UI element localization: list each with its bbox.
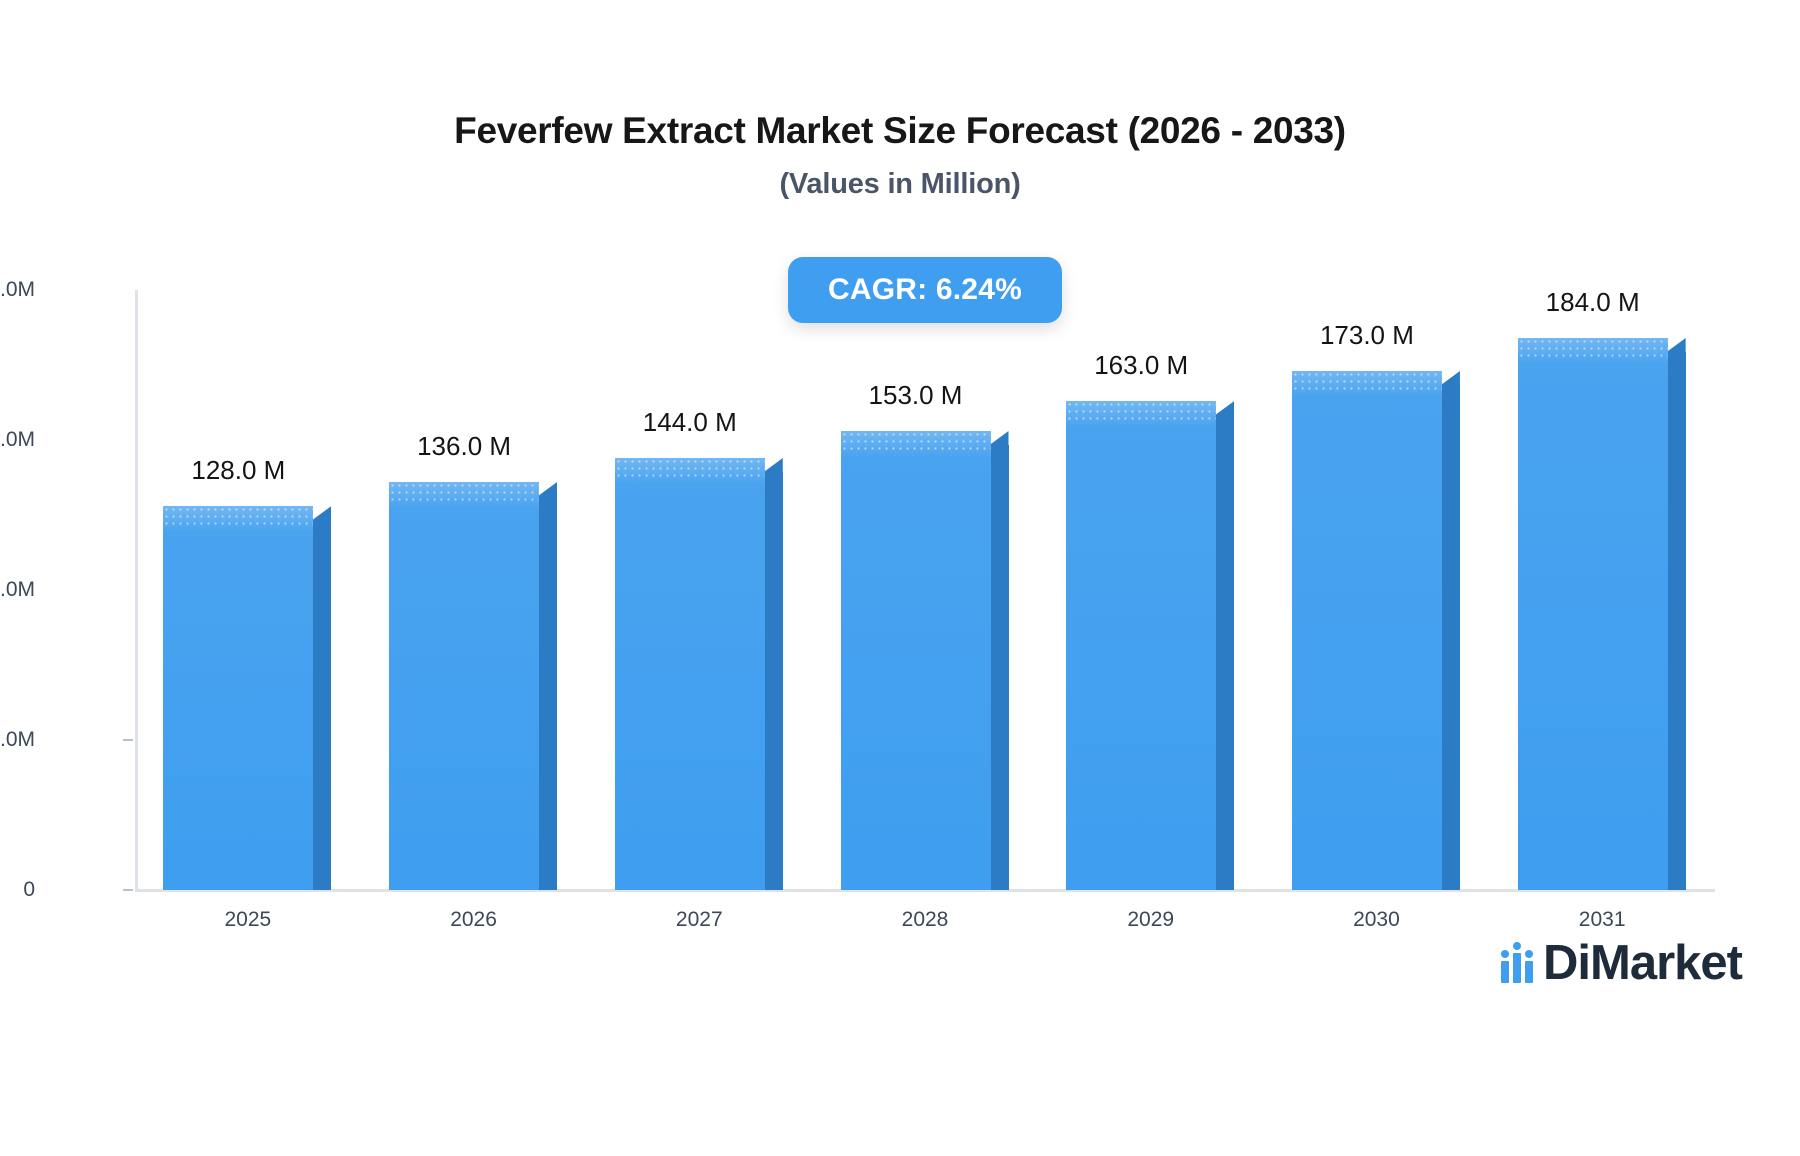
cagr-badge: CAGR: 6.24% (788, 257, 1062, 323)
bar-value-label: 173.0 M (1319, 320, 1414, 350)
bar-2031[interactable]: 184.0 M (1517, 287, 1686, 890)
bar-2027[interactable]: 144.0 M (614, 407, 783, 890)
y-axis-tick-label: 100.0M (0, 578, 35, 601)
bar-front-face (614, 458, 765, 890)
y-axis-tick-mark (123, 889, 133, 891)
y-axis-tick-label: 50.0M (0, 728, 35, 751)
bar-top-bevel (1666, 338, 1686, 352)
bar-front-face (163, 506, 314, 890)
x-axis-labels: 2025 2026 2027 2028 2029 2030 2031 (135, 908, 1715, 948)
bar-front-face (1066, 401, 1217, 890)
bar-side-face (538, 496, 558, 890)
bar-value-label: 144.0 M (642, 407, 737, 437)
bar-top-bevel (1215, 401, 1235, 415)
x-axis-label-2030: 2030 (1353, 908, 1400, 931)
x-axis-label-2028: 2028 (901, 908, 949, 931)
bar-top-bevel (538, 482, 558, 496)
bar-top-bevel (989, 431, 1009, 445)
bar-value-label: 136.0 M (417, 431, 512, 461)
bar-2028[interactable]: 153.0 M (840, 380, 1009, 890)
chart-subtitle: (Values in Million) (779, 168, 1021, 201)
bar-side-face (763, 472, 783, 890)
y-axis-tick-mark (123, 739, 133, 741)
bar-value-label: 163.0 M (1094, 350, 1189, 380)
bar-front-face (1517, 338, 1668, 890)
bar-side-face (1666, 352, 1686, 890)
x-axis-line (135, 889, 1715, 892)
logo-text: DiMarket (1543, 936, 1743, 990)
bar-2026[interactable]: 136.0 M (389, 431, 558, 890)
x-axis-label-2029: 2029 (1127, 908, 1175, 931)
bar-front-face (389, 482, 540, 890)
bar-front-face (1291, 371, 1442, 890)
bar-value-label: 153.0 M (868, 380, 963, 410)
y-axis-line (135, 290, 138, 890)
bar-side-face (1215, 415, 1235, 890)
bar-front-face (840, 431, 991, 890)
x-axis-label-2031: 2031 (1578, 908, 1626, 931)
bar-2029[interactable]: 163.0 M (1066, 350, 1235, 890)
page-title: Feverfew Extract Market Size Forecast (2… (454, 110, 1346, 151)
x-axis-label-2025: 2025 (224, 908, 272, 931)
bar-2025[interactable]: 128.0 M (163, 455, 332, 890)
bar-side-face (989, 445, 1009, 890)
x-axis-label-2026: 2026 (450, 908, 497, 931)
y-axis-tick-label: 150.0M (0, 428, 35, 451)
bar-top-bevel (312, 506, 332, 520)
plot-area: 128.0 M 136.0 M 144.0 M 153.0 M 163.0 M 173.0… (0, 278, 1715, 901)
bar-side-face (312, 520, 332, 890)
y-axis-tick-label: 200.0M (0, 278, 35, 301)
y-axis-tick-label: 0 (23, 878, 35, 901)
bar-chart-icon (1501, 941, 1534, 983)
dimarket-logo: DiMarket (1501, 936, 1743, 990)
title-block: Feverfew Extract Market Size Forecast (2… (0, 108, 1800, 201)
bar-side-face (1440, 385, 1460, 890)
bar-top-bevel (1440, 371, 1460, 385)
bar-top-bevel (763, 458, 783, 472)
bar-series: 128.0 M 136.0 M 144.0 M 153.0 M 163.0 M 173.0… (135, 287, 1715, 890)
bar-value-label: 128.0 M (191, 455, 286, 485)
bar-value-label: 184.0 M (1545, 287, 1640, 317)
x-axis-label-2027: 2027 (675, 908, 723, 931)
bar-2030[interactable]: 173.0 M (1291, 320, 1460, 890)
